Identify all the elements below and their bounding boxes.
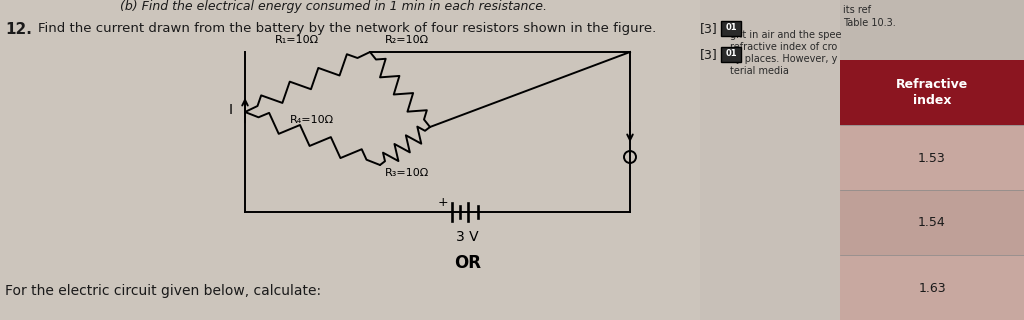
FancyBboxPatch shape	[700, 0, 840, 320]
Text: R₄=10Ω: R₄=10Ω	[290, 115, 334, 125]
Text: 1.63: 1.63	[919, 282, 946, 294]
Text: +: +	[437, 196, 447, 209]
Text: I: I	[229, 103, 233, 117]
Text: [3]: [3]	[700, 48, 718, 61]
Text: Refractive
index: Refractive index	[896, 77, 968, 107]
Text: terial media: terial media	[730, 66, 788, 76]
Text: 01: 01	[725, 23, 737, 33]
Text: 3 V: 3 V	[456, 230, 479, 244]
Text: its ref: its ref	[843, 5, 871, 15]
Text: [3]: [3]	[700, 22, 718, 35]
FancyBboxPatch shape	[0, 0, 840, 320]
FancyBboxPatch shape	[840, 190, 1024, 255]
Text: 01: 01	[725, 50, 737, 59]
Text: R₂=10Ω: R₂=10Ω	[385, 35, 429, 45]
FancyBboxPatch shape	[840, 0, 1024, 320]
Text: 1.53: 1.53	[919, 151, 946, 164]
Text: R₁=10Ω: R₁=10Ω	[275, 35, 319, 45]
FancyBboxPatch shape	[721, 21, 741, 36]
Text: refractive index of cro: refractive index of cro	[730, 42, 838, 52]
Text: ght in air and the spee: ght in air and the spee	[730, 30, 842, 40]
Text: For the electric circuit given below, calculate:: For the electric circuit given below, ca…	[5, 284, 322, 298]
Text: R₃=10Ω: R₃=10Ω	[385, 168, 429, 178]
FancyBboxPatch shape	[721, 47, 741, 62]
FancyBboxPatch shape	[840, 255, 1024, 320]
FancyBboxPatch shape	[840, 60, 1024, 125]
Text: Table 10.3.: Table 10.3.	[843, 18, 896, 28]
FancyBboxPatch shape	[840, 125, 1024, 190]
Text: 12.: 12.	[5, 22, 32, 37]
Text: (b) Find the electrical energy consumed in 1 min in each resistance.: (b) Find the electrical energy consumed …	[120, 0, 547, 13]
Text: Find the current drawn from the battery by the network of four resistors shown i: Find the current drawn from the battery …	[38, 22, 656, 35]
Text: oy places. However, y: oy places. However, y	[730, 54, 838, 64]
Text: 1.54: 1.54	[919, 217, 946, 229]
Text: OR: OR	[454, 254, 481, 272]
